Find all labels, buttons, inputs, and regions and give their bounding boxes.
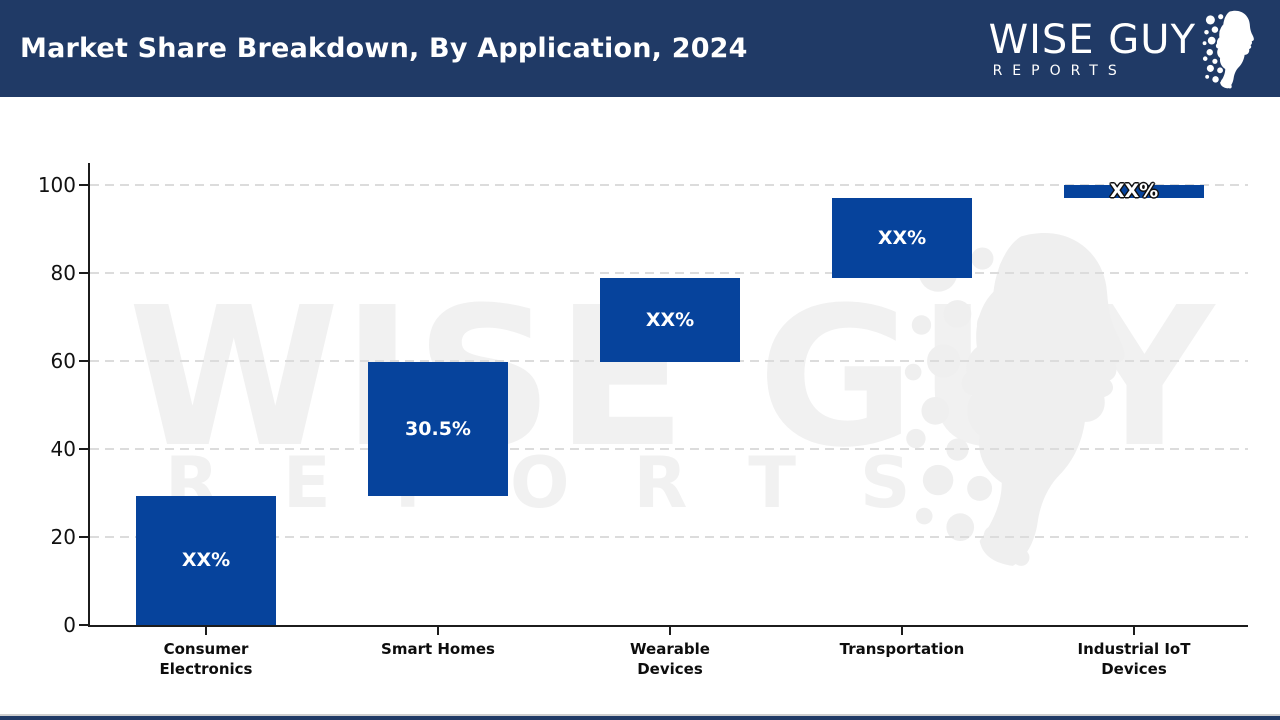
wise-guy-face-icon [1200, 7, 1266, 91]
bar-value-label: XX% [181, 549, 231, 572]
gridline-80 [90, 272, 1248, 274]
bar-transportation: XX% [832, 198, 972, 279]
x-axis-label-transportation: Transportation [839, 640, 965, 658]
y-tick-mark-40 [79, 448, 89, 450]
y-tick-mark-100 [79, 184, 89, 186]
x-axis-label-wearable-devices: Wearable Devices [630, 640, 710, 679]
y-tick-mark-80 [79, 272, 89, 274]
bar-consumer-electronics: XX% [136, 496, 276, 625]
chart-title: Market Share Breakdown, By Application, … [20, 33, 748, 64]
logo-tagline: REPORTS [992, 62, 1127, 79]
bar-value-label: XX% [1109, 180, 1159, 203]
x-axis-label-industrial-iot-devices: Industrial IoT Devices [1077, 640, 1191, 679]
bar-value-label: XX% [645, 308, 695, 331]
x-tick-mark-industrial-iot-devices [1133, 627, 1135, 635]
wise-guy-logo: WISE GUY REPORTS [989, 6, 1266, 92]
gridline-20 [90, 536, 1248, 538]
bar-value-label: 30.5% [405, 417, 471, 440]
bar-value-label: XX% [877, 226, 927, 249]
y-tick-label-20: 20 [50, 525, 76, 549]
gridline-100 [90, 184, 1248, 186]
y-tick-mark-60 [79, 360, 89, 362]
x-tick-mark-consumer-electronics [205, 627, 207, 635]
chart-area: WISE GUY REPORTS 0 20 40 60 80 100 XX% Consumer… [0, 97, 1280, 714]
x-axis-label-consumer-electronics: Consumer Electronics [159, 640, 253, 679]
y-tick-label-40: 40 [50, 437, 76, 461]
footer-bar [0, 716, 1280, 720]
x-axis-label-smart-homes: Smart Homes [381, 640, 495, 658]
bar-wearable-devices: XX% [600, 278, 740, 362]
y-tick-mark-0 [79, 624, 89, 626]
plot-area: 0 20 40 60 80 100 XX% Consumer Electronics 30.5%… [38, 163, 1248, 678]
gridline-40 [90, 448, 1248, 450]
y-tick-label-100: 100 [37, 173, 76, 197]
x-tick-mark-wearable-devices [669, 627, 671, 635]
x-tick-mark-smart-homes [437, 627, 439, 635]
y-tick-label-0: 0 [63, 613, 76, 637]
logo-name: WISE GUY [988, 16, 1196, 63]
bar-industrial-iot-devices: XX% [1064, 180, 1204, 203]
y-tick-label-80: 80 [50, 261, 76, 285]
y-tick-label-60: 60 [50, 349, 76, 373]
footer-divider [0, 714, 1280, 716]
bar-smart-homes: 30.5% [368, 361, 508, 497]
y-tick-mark-20 [79, 536, 89, 538]
x-tick-mark-transportation [901, 627, 903, 635]
logo-text: WISE GUY REPORTS [989, 20, 1196, 79]
header: Market Share Breakdown, By Application, … [0, 0, 1280, 97]
